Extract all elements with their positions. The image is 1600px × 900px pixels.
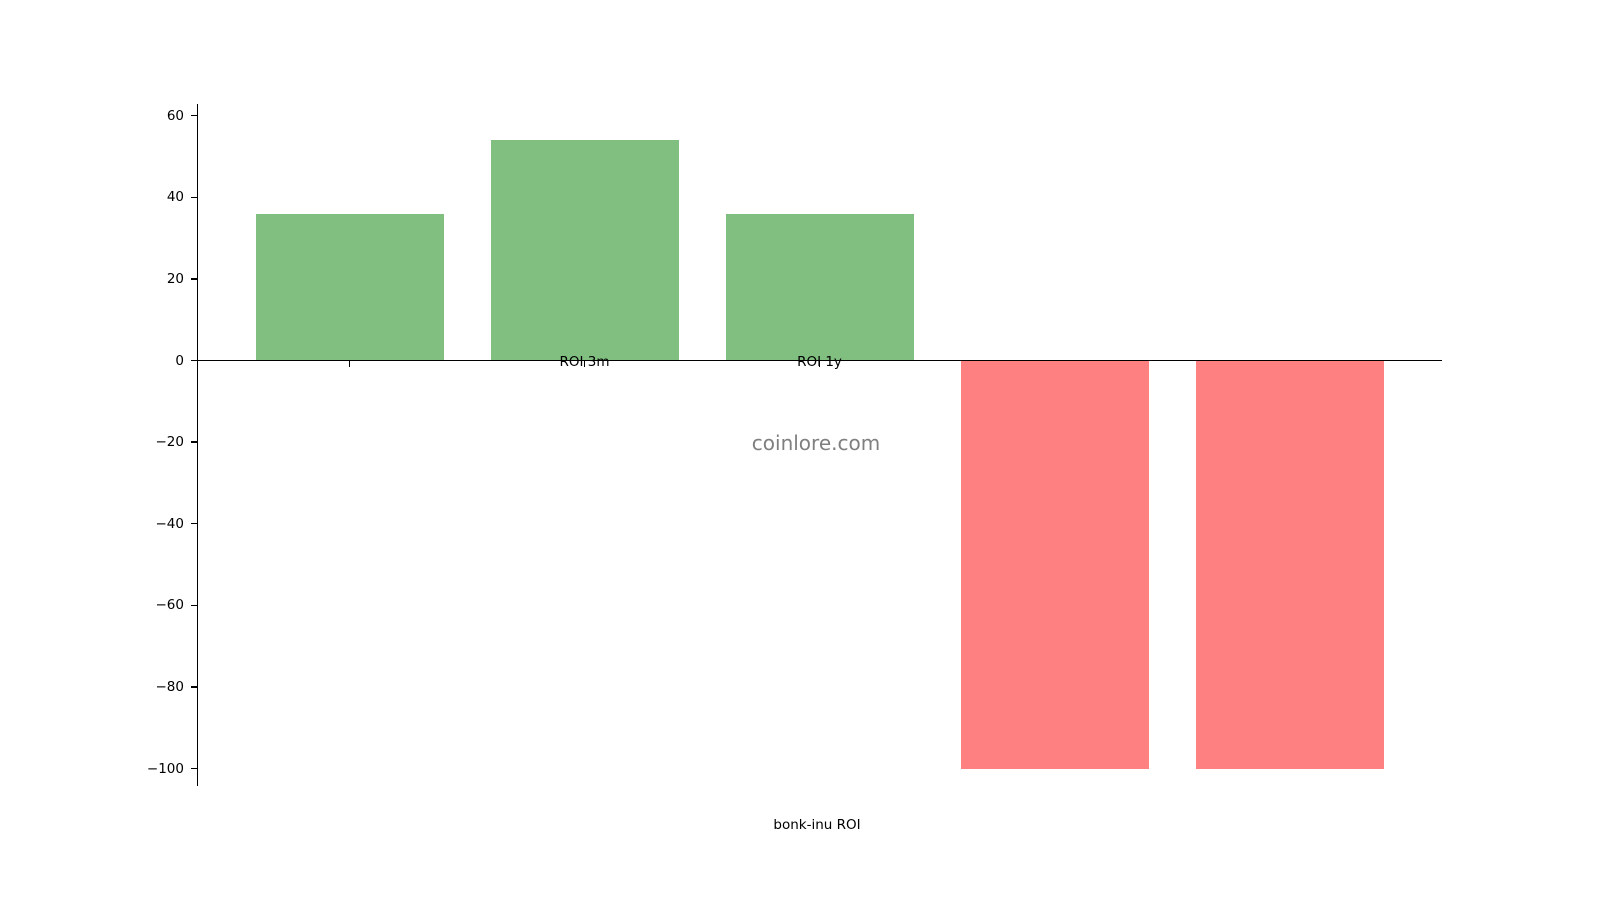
- bar-series-4: [960, 360, 1149, 769]
- y-tick-mark: [190, 686, 197, 688]
- y-tick-label: −80: [155, 678, 185, 695]
- y-tick-mark: [190, 115, 197, 117]
- x-axis-spine: [196, 359, 1442, 362]
- bar-roi-1y: [725, 213, 914, 361]
- x-tick-mark: [583, 360, 586, 367]
- bar-series-1: [255, 213, 444, 361]
- y-tick-label: −20: [155, 434, 185, 451]
- x-tick-mark: [818, 360, 821, 367]
- y-tick-label: −60: [155, 597, 185, 614]
- watermark-text: coinlore.com: [751, 431, 881, 455]
- y-tick-mark: [190, 278, 197, 280]
- x-tick-mark: [348, 360, 351, 367]
- bar-roi-3m: [490, 140, 679, 361]
- y-tick-label: −40: [155, 515, 185, 532]
- y-tick-mark: [190, 196, 197, 198]
- x-axis-title: bonk-inu ROI: [773, 817, 861, 833]
- y-tick-mark: [190, 767, 197, 770]
- y-tick-mark: [190, 523, 197, 525]
- y-tick-label: 0: [175, 352, 184, 369]
- y-axis-spine: [196, 104, 198, 786]
- y-tick-mark: [190, 604, 197, 606]
- y-tick-label: 60: [166, 107, 184, 124]
- y-tick-label: 20: [166, 270, 184, 287]
- y-tick-mark: [190, 441, 197, 443]
- y-tick-label: 40: [166, 189, 184, 206]
- y-tick-mark: [190, 359, 197, 362]
- bar-series-5: [1195, 360, 1384, 769]
- y-tick-label: −100: [146, 760, 184, 777]
